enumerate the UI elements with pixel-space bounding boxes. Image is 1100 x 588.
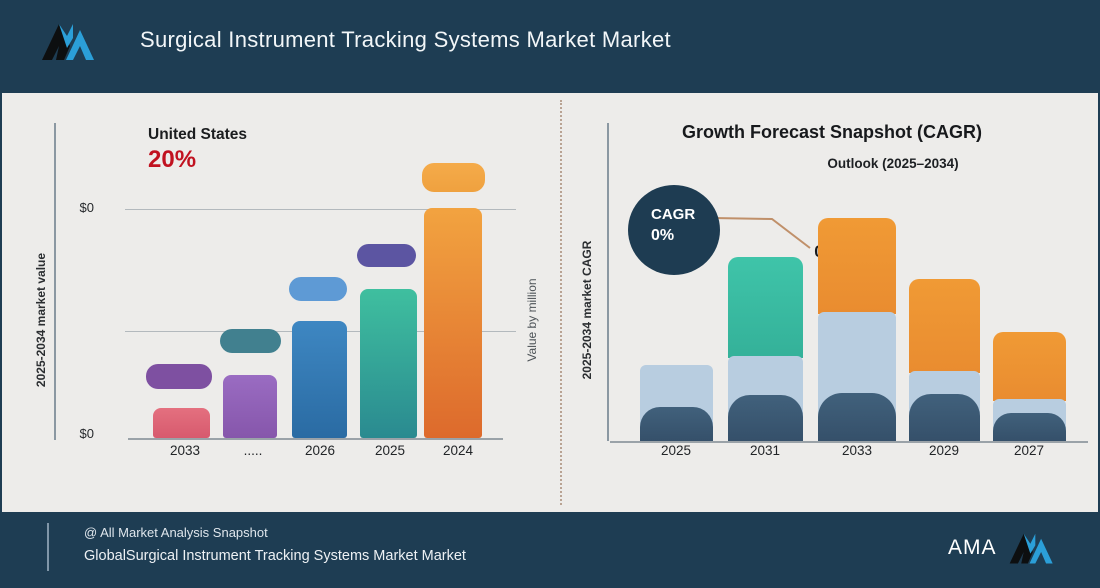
left-pill-2024 — [422, 163, 485, 192]
cagr-badge-value: 0% — [651, 227, 675, 245]
right-chart-subtitle: Outlook (2025–2034) — [827, 156, 959, 171]
left-bar-2025 — [360, 289, 417, 438]
right-y-axis-line — [607, 123, 609, 441]
left-bar-dots — [223, 375, 277, 438]
right-bar-2033-base — [818, 393, 896, 441]
right-bar-2033-top — [818, 218, 896, 314]
right-xlabel-2025: 2025 — [660, 443, 692, 458]
left-bar-2026 — [292, 321, 347, 438]
header-bar: Surgical Instrument Tracking Systems Mar… — [0, 0, 1100, 93]
right-xlabel-2033: 2033 — [841, 443, 873, 458]
right-bar-2029-top — [909, 279, 980, 373]
left-chart-title: United States — [148, 126, 248, 143]
left-bar-2024 — [424, 208, 482, 438]
right-x-axis-line — [610, 441, 1088, 443]
left-y-axis-line — [54, 123, 56, 440]
right-bar-2025-base — [640, 407, 713, 441]
right-bar-2031-base — [728, 395, 803, 441]
left-xlabel-2033: 2033 — [169, 443, 201, 458]
cagr-badge: CAGR 0% — [628, 185, 720, 275]
footer-bar: @ All Market Analysis Snapshot GlobalSur… — [0, 512, 1100, 588]
left-pill-2026 — [289, 277, 347, 301]
page-title: Surgical Instrument Tracking Systems Mar… — [140, 27, 671, 52]
left-xlabel-2024: 2024 — [442, 443, 474, 458]
right-bar-2029-base — [909, 394, 980, 441]
left-xlabel-dots: ..... — [243, 443, 263, 458]
left-xlabel-2025: 2025 — [374, 443, 406, 458]
left-ytick-top: $0 — [79, 200, 94, 215]
left-ytick-bottom: $0 — [79, 426, 94, 441]
panel-divider — [560, 100, 562, 505]
footer-ama-logo-icon — [1009, 533, 1053, 564]
ama-logo-icon — [42, 24, 94, 60]
right-bar-2027-top — [993, 332, 1066, 401]
left-bar-2033 — [153, 408, 210, 438]
footer-snapshot-text: @ All Market Analysis Snapshot — [84, 525, 268, 540]
cagr-connector-line — [712, 217, 811, 249]
left-gridline-top — [125, 209, 516, 210]
right-xlabel-2029: 2029 — [928, 443, 960, 458]
left-pill-2025 — [357, 244, 416, 267]
value-by-million-label: Value by million — [525, 278, 539, 362]
left-x-axis-line — [128, 438, 503, 440]
left-y-axis-title: 2025-2034 market value — [34, 252, 48, 388]
left-chart-cagr-value: 20% — [148, 146, 197, 173]
footer-brand-text: AMA — [948, 536, 997, 559]
right-xlabel-2027: 2027 — [1013, 443, 1045, 458]
right-bar-2031-top — [728, 257, 803, 358]
right-chart-title: Growth Forecast Snapshot (CAGR) — [681, 122, 982, 142]
cagr-badge-label: CAGR — [651, 206, 696, 223]
left-xlabel-2026: 2026 — [304, 443, 336, 458]
right-bar-2027-base — [993, 413, 1066, 441]
footer-divider-line — [47, 523, 49, 571]
left-pill-dots — [220, 329, 281, 353]
left-pill-2033 — [146, 364, 212, 389]
footer-report-title: GlobalSurgical Instrument Tracking Syste… — [84, 548, 466, 564]
right-y-axis-title: 2025-2034 market CAGR — [580, 240, 594, 380]
right-xlabel-2031: 2031 — [749, 443, 781, 458]
